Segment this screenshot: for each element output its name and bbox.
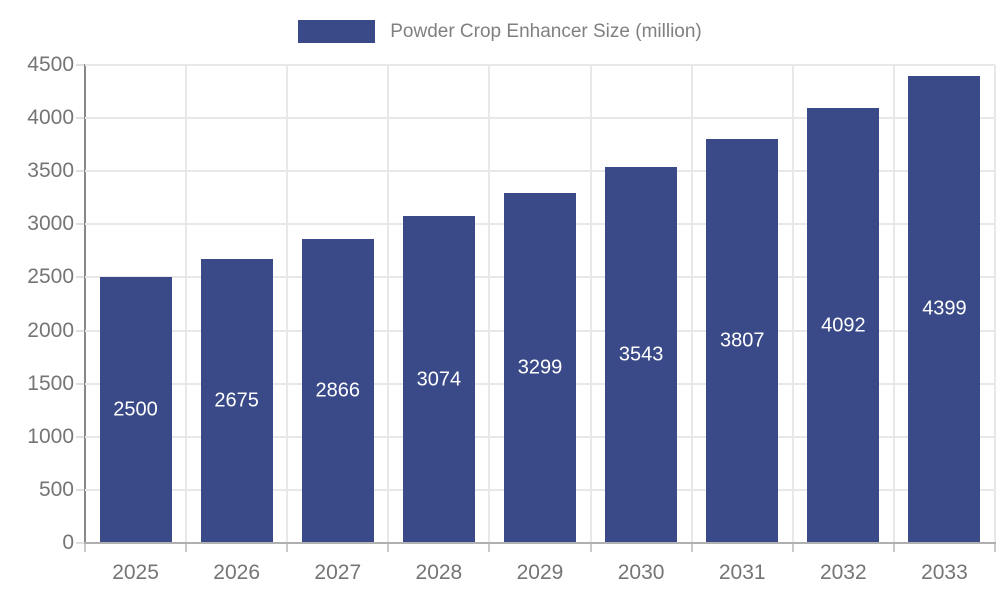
y-tick-label: 0 — [62, 531, 74, 554]
x-tick-label: 2026 — [213, 561, 261, 584]
y-tick-label: 4000 — [27, 106, 74, 130]
y-tick-label: 1500 — [27, 371, 74, 395]
x-tick-mark — [286, 544, 289, 552]
y-tick-mark — [76, 488, 84, 491]
x-tick-label: 2031 — [718, 561, 766, 584]
bar: 4399 — [908, 75, 981, 543]
bar: 4092 — [807, 108, 880, 543]
v-gridline — [791, 65, 794, 543]
y-tick-label: 1000 — [27, 424, 74, 448]
v-gridline — [488, 65, 491, 543]
y-tick-mark — [76, 64, 84, 66]
x-tick-label: 2029 — [516, 561, 564, 584]
bar-value-label: 2675 — [214, 389, 259, 412]
x-tick-mark — [589, 544, 592, 552]
chart-legend: Powder Crop Enhancer Size (million) — [0, 20, 1000, 43]
bar-value-label: 3543 — [618, 343, 664, 366]
x-tick-label: 2025 — [112, 561, 159, 584]
x-tick-mark — [84, 544, 86, 552]
bar-value-label: 2866 — [315, 379, 361, 402]
v-gridline — [185, 65, 188, 543]
x-tick-mark — [488, 544, 491, 552]
bar: 2500 — [99, 277, 172, 543]
x-axis-line — [84, 542, 996, 544]
x-tick-mark — [387, 544, 390, 552]
bar: 3807 — [706, 138, 779, 543]
bar-value-label: 3299 — [517, 356, 563, 379]
legend-swatch — [298, 20, 376, 43]
h-gridline — [85, 117, 995, 120]
bar: 3543 — [605, 166, 678, 543]
v-gridline — [286, 65, 289, 543]
x-tick-mark — [892, 544, 895, 552]
bar: 2866 — [301, 238, 374, 543]
y-tick-label: 500 — [38, 477, 74, 501]
y-tick-mark — [76, 223, 84, 226]
bar: 3299 — [504, 192, 576, 543]
bar-value-label: 2500 — [113, 398, 158, 421]
bar: 3074 — [402, 216, 475, 543]
x-tick-label: 2030 — [617, 561, 665, 584]
bar-value-label: 4092 — [821, 314, 866, 337]
y-tick-mark — [76, 382, 84, 385]
y-tick-mark — [76, 435, 84, 438]
bar-value-label: 4399 — [922, 297, 967, 320]
x-tick-label: 2032 — [819, 561, 867, 584]
y-tick-label: 3000 — [27, 212, 74, 236]
legend-label: Powder Crop Enhancer Size (million) — [390, 21, 702, 42]
y-tick-label: 4500 — [27, 53, 74, 76]
bar: 2675 — [200, 258, 273, 543]
v-gridline — [589, 65, 592, 543]
bar-value-label: 3807 — [719, 329, 765, 352]
v-gridline — [994, 65, 996, 543]
x-tick-label: 2033 — [921, 561, 968, 584]
y-tick-label: 2500 — [27, 265, 74, 289]
h-gridline — [85, 64, 995, 66]
x-tick-mark — [185, 544, 188, 552]
x-tick-mark — [791, 544, 794, 552]
y-tick-mark — [76, 542, 84, 544]
bar-value-label: 3074 — [416, 368, 462, 391]
y-tick-mark — [76, 329, 84, 332]
y-tick-mark — [76, 170, 84, 173]
plot-area: 2500 2675 2866 3074 3299 3543 3807 4092 4399 — [85, 64, 996, 543]
h-gridline — [85, 170, 995, 173]
y-tick-label: 2000 — [27, 318, 74, 342]
v-gridline — [892, 65, 895, 543]
x-tick-mark — [994, 544, 996, 552]
y-tick-mark — [76, 117, 84, 120]
v-gridline — [387, 65, 390, 543]
x-tick-label: 2027 — [314, 561, 362, 584]
v-gridline — [690, 65, 693, 543]
y-tick-mark — [76, 276, 84, 279]
x-tick-mark — [690, 544, 693, 552]
x-tick-label: 2028 — [415, 561, 463, 584]
y-axis-line — [84, 64, 86, 544]
y-tick-label: 3500 — [27, 159, 74, 183]
